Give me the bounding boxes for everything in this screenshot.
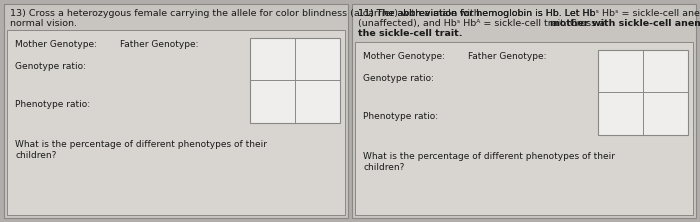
Text: 11) The abbreviation for hemoglobin is Hb. Let Hb: 11) The abbreviation for hemoglobin is H…: [358, 9, 596, 18]
Text: Father Genotype:: Father Genotype:: [120, 40, 199, 49]
Text: What is the percentage of different phenotypes of their: What is the percentage of different phen…: [15, 140, 267, 149]
Text: Father Genotype:: Father Genotype:: [468, 52, 547, 61]
Bar: [352, 4, 696, 218]
Text: 13) Cross a heterozygous female carrying the allele for color blindness (a carri: 13) Cross a heterozygous female carrying…: [10, 9, 480, 18]
Bar: [250, 38, 340, 123]
Text: normal vision.: normal vision.: [10, 19, 77, 28]
Text: Mother Genotype:: Mother Genotype:: [15, 40, 97, 49]
Text: Mother Genotype:: Mother Genotype:: [363, 52, 445, 61]
Text: mother with sickle-cell anemia and father wit: mother with sickle-cell anemia and fathe…: [550, 19, 700, 28]
Bar: [355, 42, 693, 215]
Bar: [4, 4, 348, 218]
Text: children?: children?: [363, 163, 405, 172]
Text: Genotype ratio:: Genotype ratio:: [363, 74, 434, 83]
Text: Genotype ratio:: Genotype ratio:: [15, 62, 86, 71]
Bar: [598, 50, 688, 135]
Text: What is the percentage of different phenotypes of their: What is the percentage of different phen…: [363, 152, 615, 161]
Text: Phenotype ratio:: Phenotype ratio:: [15, 100, 90, 109]
Text: children?: children?: [15, 151, 57, 160]
Text: 11) The abbreviation for hemoglobin is Hb. Let Hbˢ Hbˢ = sickle-cell anemia, Hbᴬ: 11) The abbreviation for hemoglobin is H…: [358, 9, 700, 18]
Bar: [7, 30, 345, 215]
Text: the sickle-cell trait.: the sickle-cell trait.: [358, 29, 463, 38]
Text: (unaffected), and Hbˢ Hbᴬ = sickle-cell trait. Cross a: (unaffected), and Hbˢ Hbᴬ = sickle-cell …: [358, 19, 608, 28]
Text: Phenotype ratio:: Phenotype ratio:: [363, 112, 438, 121]
